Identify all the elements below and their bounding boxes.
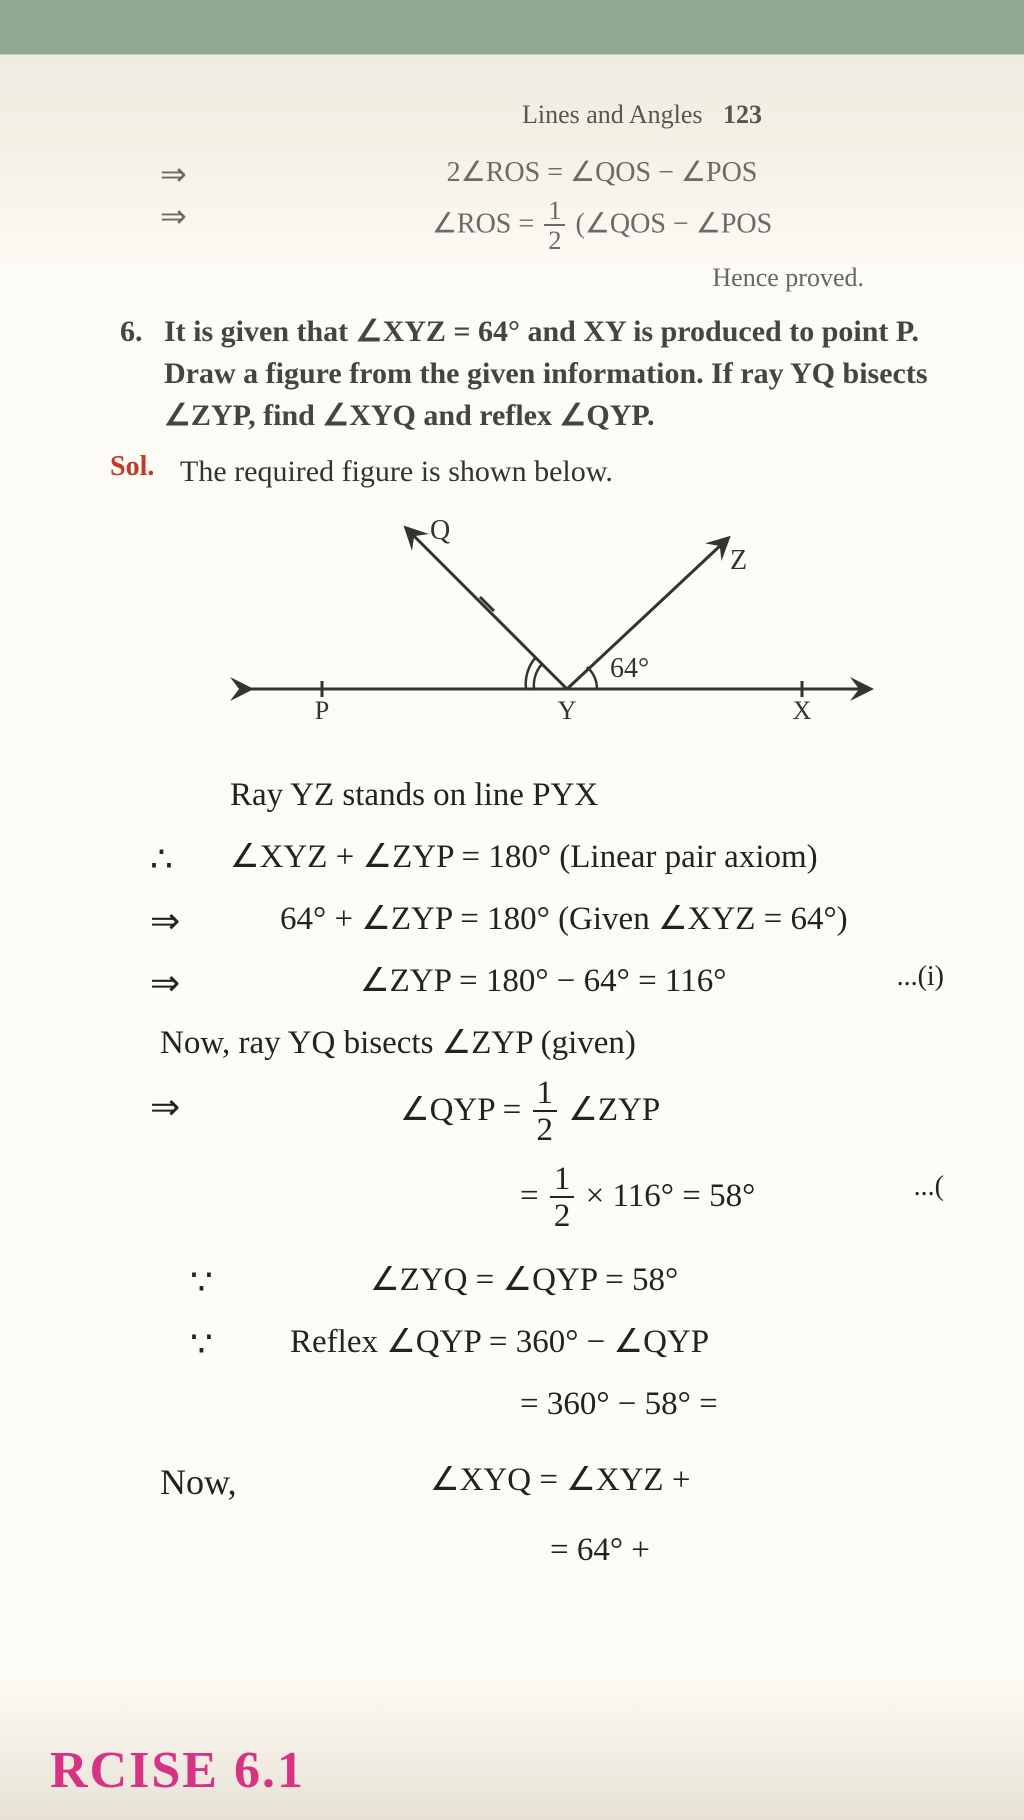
prev-equation-1: ⇒ 2∠ROS = ∠QOS − ∠POS [200, 155, 964, 189]
point-x-label: X [793, 696, 812, 725]
eq-pre: = [520, 1178, 539, 1214]
numerator: 1 [533, 1077, 558, 1112]
prev-equation-2: ⇒ ∠ROS = 1 2 (∠QOS − ∠POS [200, 197, 964, 255]
work-text: ∠XYZ + ∠ZYP = 180° (Linear pair axiom) [230, 829, 818, 885]
implies-symbol: ⇒ [150, 1077, 180, 1138]
denominator: 2 [550, 1198, 575, 1234]
denominator: 2 [544, 226, 565, 255]
work-text: Now, ray YQ bisects ∠ZYP (given) [160, 1015, 636, 1071]
question-number: 6. [120, 311, 143, 353]
numerator: 1 [550, 1163, 575, 1198]
solution-block: Sol. The required figure is shown below. [120, 451, 964, 493]
implies-symbol: ⇒ [160, 155, 187, 193]
implies-symbol: ⇒ [160, 197, 187, 235]
work-line-10: Now, ∠XYQ = ∠XYZ + [140, 1452, 964, 1508]
work-text: Reflex ∠QYP = 360° − ∠QYP [290, 1314, 709, 1370]
work-line-1: ∴ ∠XYZ + ∠ZYP = 180° (Linear pair axiom) [140, 829, 964, 885]
work-text: 64° + ∠ZYP = 180° (Given ∠XYZ = 64°) [230, 891, 848, 947]
eq2-rhs: (∠QOS − ∠POS [575, 208, 772, 239]
numerator: 1 [544, 197, 565, 226]
work-text: Ray YZ stands on line PYX [230, 767, 598, 823]
hence-proved: Hence proved. [120, 263, 864, 293]
eq-rhs: ∠ZYP [568, 1093, 660, 1129]
work-text: = 64° + [550, 1522, 650, 1578]
work-text: ∠XYQ = ∠XYZ + [430, 1452, 690, 1508]
work-line-7: ∵ ∠ZYQ = ∠QYP = 58° [140, 1252, 964, 1308]
eq2-lhs: ∠ROS = [432, 208, 534, 239]
eq-tag: ...( [914, 1163, 944, 1211]
eq-lhs: ∠QYP = [400, 1093, 521, 1129]
work-text: ∠ZYQ = ∠QYP = 58° [370, 1252, 678, 1308]
point-z-label: Z [730, 545, 747, 576]
now-label: Now, [160, 1452, 237, 1513]
fraction: 1 2 [533, 1077, 558, 1148]
work-line-2: ⇒ 64° + ∠ZYP = 180° (Given ∠XYZ = 64°) [140, 891, 964, 947]
solution-label: Sol. [110, 451, 154, 483]
work-line-9: = 360° − 58° = [140, 1376, 964, 1432]
work-text: ∠ZYP = 180° − 64° = 116° [230, 953, 726, 1009]
page-header: Lines and Angles 123 [320, 100, 964, 130]
because-symbol: ∵ [190, 1314, 213, 1375]
work-line-0: Ray YZ stands on line PYX [140, 767, 964, 823]
eq-line-1: 2∠ROS = ∠QOS − ∠POS [240, 155, 964, 189]
angle-64-label: 64° [610, 653, 649, 684]
fraction: 1 2 [550, 1163, 575, 1234]
work-line-8: ∵ Reflex ∠QYP = 360° − ∠QYP [140, 1314, 964, 1370]
work-line-3: ⇒ ∠ZYP = 180° − 64° = 116° ...(i) [140, 953, 964, 1009]
eq-line-2: ∠ROS = 1 2 (∠QOS − ∠POS [240, 197, 964, 255]
point-y-label: Y [558, 696, 577, 725]
implies-symbol: ⇒ [150, 953, 180, 1014]
eq-tag: ...(i) [897, 953, 944, 1001]
question-text: It is given that ∠XYZ = 64° and XY is pr… [164, 315, 928, 432]
exercise-heading: RCISE 6.1 [50, 1741, 305, 1800]
because-symbol: ∵ [190, 1252, 213, 1313]
fraction: 1 2 [544, 197, 565, 255]
work-text: = 360° − 58° = [520, 1376, 718, 1432]
therefore-symbol: ∴ [150, 829, 173, 890]
denominator: 2 [533, 1112, 558, 1148]
question-6: 6. It is given that ∠XYZ = 64° and XY is… [120, 311, 964, 437]
work-line-4: Now, ray YQ bisects ∠ZYP (given) [140, 1015, 964, 1071]
point-q-label: Q [430, 515, 450, 546]
solution-working: Ray YZ stands on line PYX ∴ ∠XYZ + ∠ZYP … [140, 767, 964, 1579]
implies-symbol: ⇒ [150, 891, 180, 952]
chapter-title: Lines and Angles [522, 100, 703, 129]
page-container: Lines and Angles 123 ⇒ 2∠ROS = ∠QOS − ∠P… [60, 60, 994, 1624]
solution-intro: The required figure is shown below. [180, 451, 964, 493]
work-line-6: = 1 2 × 116° = 58° ...( [140, 1163, 964, 1234]
work-line-5: ⇒ ∠QYP = 1 2 ∠ZYP [140, 1077, 964, 1148]
page-number: 123 [723, 100, 762, 129]
work-line-11: = 64° + [140, 1522, 964, 1578]
point-p-label: P [315, 696, 329, 725]
geometry-diagram: P Y X Z Q 64° [182, 509, 902, 739]
eq-post: × 116° = 58° [586, 1178, 756, 1214]
